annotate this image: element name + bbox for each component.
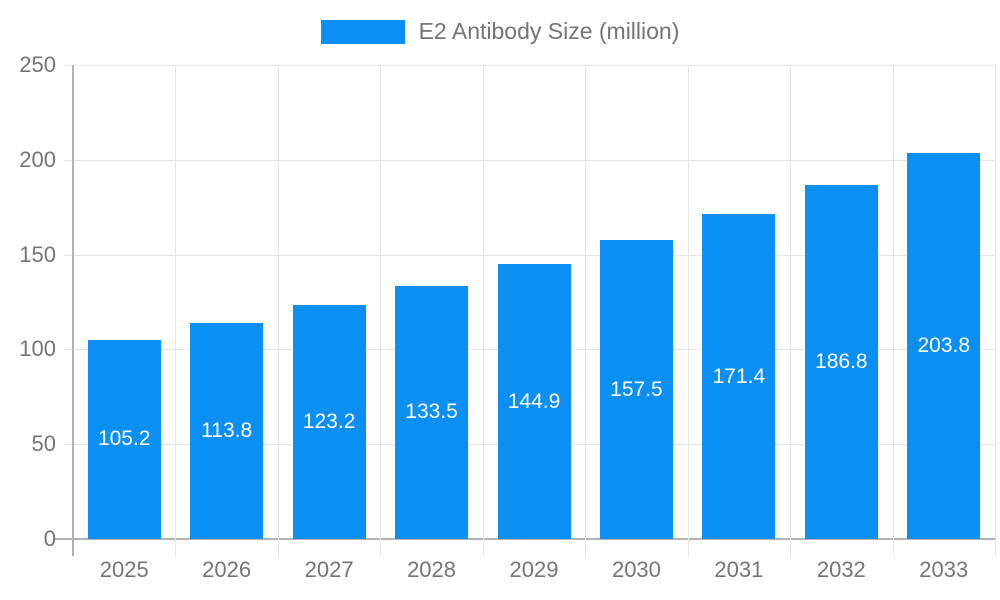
bar[interactable]: 144.9 xyxy=(497,264,571,539)
vertical-gridline xyxy=(585,65,587,556)
bar[interactable]: 133.5 xyxy=(395,285,469,539)
x-axis-tick-label: 2028 xyxy=(407,557,457,582)
x-axis-tick-label: 2025 xyxy=(99,557,149,582)
y-axis-tick-label: 250 xyxy=(19,52,56,77)
x-axis-tick-label: 2031 xyxy=(714,557,764,582)
horizontal-gridline xyxy=(64,65,995,66)
y-axis-tick-label: 200 xyxy=(19,146,56,172)
x-axis-tick-label: 2026 xyxy=(202,557,252,582)
bar-value-label: 171.4 xyxy=(712,364,766,388)
legend-swatch xyxy=(320,19,405,44)
y-axis-line xyxy=(72,65,74,556)
bar[interactable]: 105.2 xyxy=(87,339,161,539)
x-axis-tick-label: 2030 xyxy=(611,557,661,582)
y-axis-tick-label: 50 xyxy=(31,431,56,457)
vertical-gridline xyxy=(995,65,996,556)
x-axis-tick-label: 2027 xyxy=(304,557,354,582)
bar-value-label: 113.8 xyxy=(201,419,253,443)
x-axis-tick-label: 2033 xyxy=(919,557,969,582)
x-axis-tick-label: 2032 xyxy=(816,557,866,582)
y-axis-tick-label: 0 xyxy=(43,526,56,551)
vertical-gridline xyxy=(482,65,484,556)
vertical-gridline xyxy=(380,65,382,556)
bar-value-label: 133.5 xyxy=(405,400,458,424)
bar[interactable]: 203.8 xyxy=(907,152,981,539)
bar-value-label: 186.8 xyxy=(815,349,868,373)
bar[interactable]: 171.4 xyxy=(702,214,776,539)
vertical-gridline xyxy=(790,65,792,556)
horizontal-gridline xyxy=(64,159,995,161)
bar-value-label: 203.8 xyxy=(917,333,971,357)
y-axis-tick-label: 150 xyxy=(19,241,56,267)
vertical-gridline xyxy=(175,65,177,556)
y-axis-tick-label: 100 xyxy=(19,336,56,362)
vertical-gridline xyxy=(687,65,689,556)
bar[interactable]: 113.8 xyxy=(190,323,264,539)
bar[interactable]: 157.5 xyxy=(599,240,673,539)
x-axis-tick-label: 2029 xyxy=(509,557,559,582)
bar-value-label: 123.2 xyxy=(302,410,356,434)
legend-label: E2 Antibody Size (million) xyxy=(418,18,680,44)
vertical-gridline xyxy=(892,65,894,556)
bar-value-label: 105.2 xyxy=(97,427,151,451)
legend[interactable]: E2 Antibody Size (million) xyxy=(0,18,1000,45)
bar-value-label: 144.9 xyxy=(507,389,561,413)
bar-value-label: 157.5 xyxy=(610,377,663,401)
bar[interactable]: 123.2 xyxy=(292,305,366,539)
bar[interactable]: 186.8 xyxy=(804,184,878,539)
horizontal-gridline xyxy=(64,254,995,256)
vertical-gridline xyxy=(277,65,279,556)
x-baseline xyxy=(55,538,995,540)
